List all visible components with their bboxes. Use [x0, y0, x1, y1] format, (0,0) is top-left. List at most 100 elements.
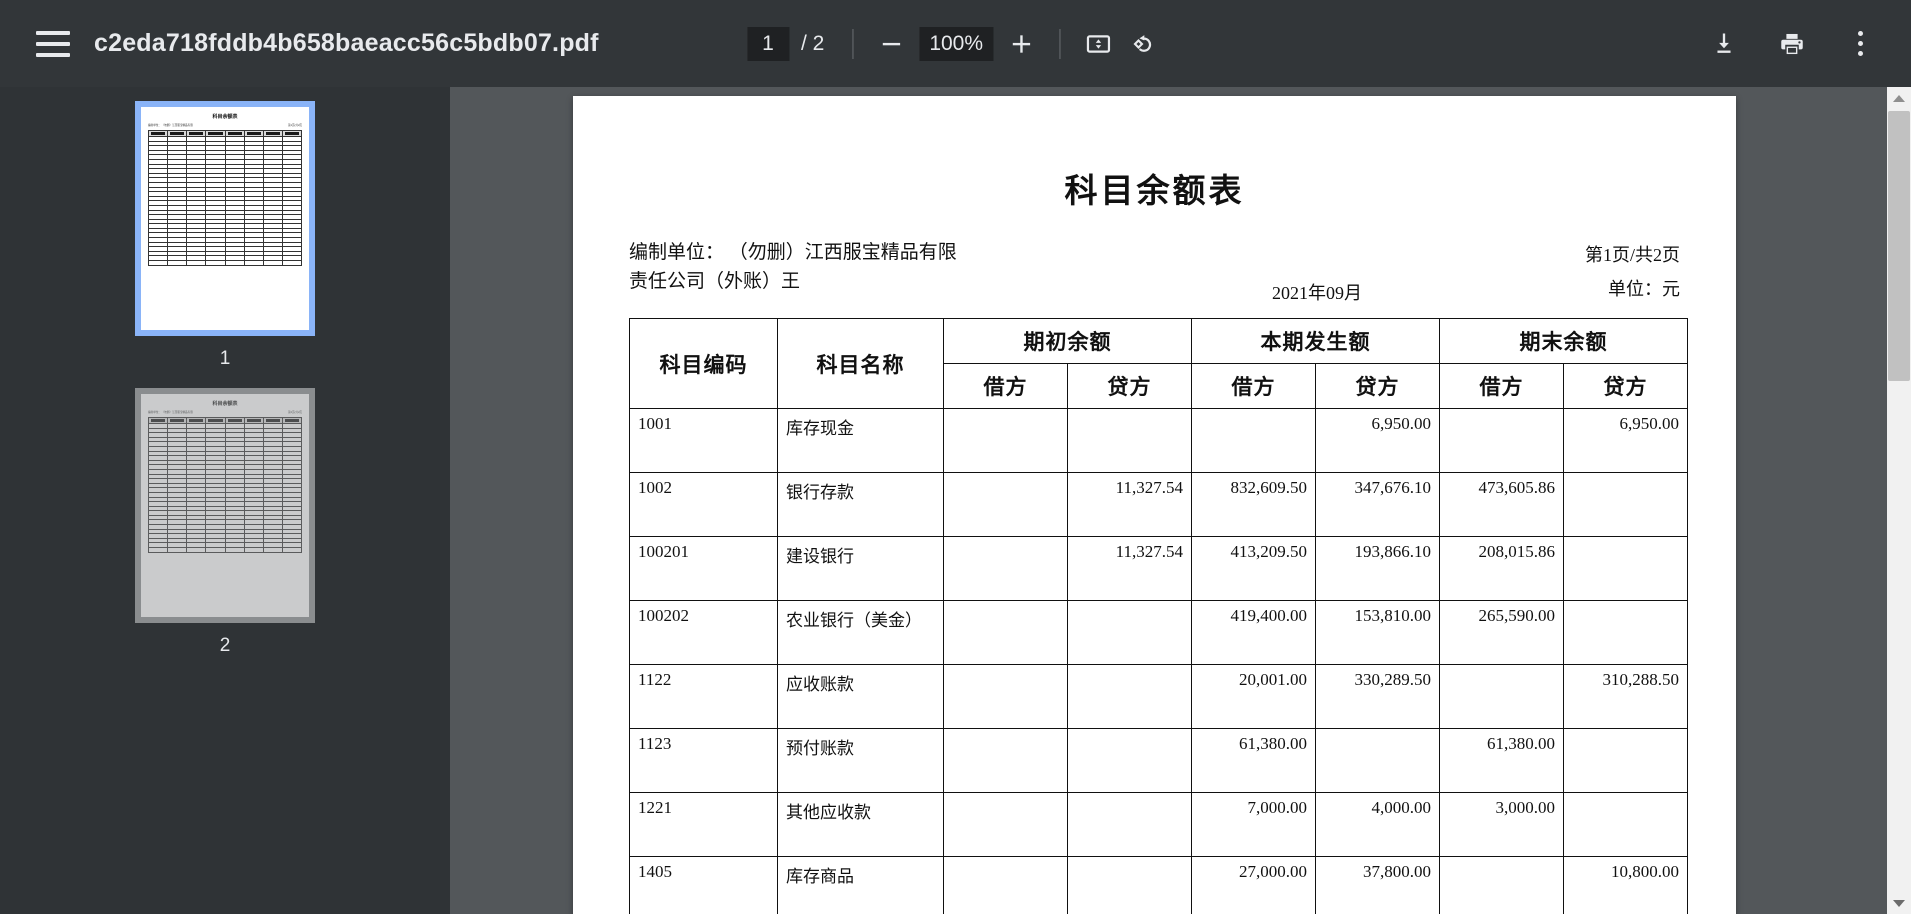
- mini-th: [281, 417, 303, 424]
- thumbnail-frame[interactable]: 科目余额表 编制单位： （勿删）江西服宝精品有限 第2页/共2页: [135, 388, 315, 623]
- toolbar-divider: [1059, 28, 1061, 59]
- mini-meta: 编制单位： （勿删）江西服宝精品有限 第2页/共2页: [141, 410, 309, 414]
- prepared-by-line1: 编制单位： （勿删）江西服宝精品有限: [629, 242, 957, 263]
- page-meta: 第1页/共2页 单位：元: [1585, 238, 1680, 306]
- mini-page-ind: 第2页/共2页: [288, 411, 302, 414]
- thumbnail-item-2[interactable]: 科目余额表 编制单位： （勿删）江西服宝精品有限 第2页/共2页: [0, 388, 450, 661]
- prepared-by-line2: 责任公司（外账）王: [629, 271, 801, 293]
- download-icon[interactable]: [1701, 21, 1747, 67]
- scrollbar-thumb[interactable]: [1888, 111, 1910, 381]
- table-header-row-1: 科目编码 科目名称 期初余额 本期发生额 期末余额: [629, 318, 1688, 410]
- page-zoom-controls: 1 / 2 100%: [746, 0, 1164, 87]
- cell-value: [943, 728, 1068, 794]
- cell-value: [943, 408, 1068, 474]
- mini-row: [147, 163, 303, 170]
- mini-row: [147, 260, 303, 266]
- cell-value: 61,380.00: [1439, 728, 1564, 794]
- cell-value: [1563, 792, 1688, 858]
- cell-value: 413,209.50: [1191, 536, 1316, 602]
- table-header-row-2: 借方 贷方 借方 贷方 借方 贷方: [630, 363, 1688, 410]
- cell-value: 3,000.00: [1439, 792, 1564, 858]
- cell-value: 6,950.00: [1315, 408, 1440, 474]
- vertical-scrollbar[interactable]: [1887, 87, 1911, 914]
- cell-code: 100201: [629, 536, 778, 602]
- cell-value: 473,605.86: [1439, 472, 1564, 538]
- zoom-in-button[interactable]: [999, 22, 1043, 66]
- thumbnail-item-1[interactable]: 科目余额表 编制单位： （勿删）江西服宝精品有限 第1页/共2页: [0, 101, 450, 374]
- pdf-viewer-area[interactable]: 科目余额表 编制单位： （勿删）江西服宝精品有限 责任公司（外账）王 2021年…: [450, 87, 1911, 914]
- table-head: 科目编码 科目名称 期初余额 本期发生额 期末余额 借方 贷方 借方 贷方 借方…: [629, 318, 1688, 410]
- table-row: 100201 建设银行 11,327.54 413,209.50 193,866.10 2…: [629, 536, 1688, 602]
- cell-value: 11,327.54: [1067, 536, 1192, 602]
- cell-value: [1315, 728, 1440, 794]
- mini-title: 科目余额表: [212, 401, 238, 407]
- mini-row: [147, 436, 303, 443]
- mini-row: [147, 491, 303, 498]
- th-sub-debit: 借方: [1191, 363, 1316, 410]
- document-title: c2eda718fddb4b658baeacc56c5bdb07.pdf: [94, 29, 599, 57]
- pdf-page-1: 科目余额表 编制单位： （勿删）江西服宝精品有限 责任公司（外账）王 2021年…: [573, 96, 1736, 914]
- scroll-down-arrow-icon[interactable]: [1887, 892, 1911, 914]
- th-group-period: 本期发生额: [1191, 318, 1440, 365]
- page-count-label: / 2: [800, 31, 825, 55]
- th-code: 科目编码: [629, 318, 778, 410]
- th-sub-debit: 借方: [943, 363, 1068, 410]
- mini-page-1: 科目余额表 编制单位： （勿删）江西服宝精品有限 第1页/共2页: [141, 113, 309, 266]
- mini-page-2: 科目余额表 编制单位： （勿删）江西服宝精品有限 第2页/共2页: [141, 400, 309, 553]
- mini-row: [147, 459, 303, 466]
- hamburger-icon[interactable]: [36, 30, 70, 57]
- cell-value: 27,000.00: [1191, 856, 1316, 914]
- kebab-dot: [1857, 41, 1863, 46]
- cell-value: [1067, 664, 1192, 730]
- kebab-dot: [1857, 51, 1863, 56]
- hamburger-bar: [36, 52, 70, 57]
- cell-value: [943, 856, 1068, 914]
- unit-label: 单位：元: [1607, 279, 1680, 300]
- period-label: 2021年09月: [1271, 283, 1362, 304]
- scroll-up-arrow-icon[interactable]: [1887, 87, 1911, 109]
- table-row: 1123 预付账款 61,380.00 61,380.00: [629, 728, 1688, 794]
- zoom-level-input[interactable]: 100%: [919, 26, 994, 61]
- zoom-out-button[interactable]: [869, 22, 913, 66]
- thumbnail-sidebar[interactable]: 科目余额表 编制单位： （勿删）江西服宝精品有限 第1页/共2页: [0, 87, 450, 914]
- cell-value: 419,400.00: [1191, 600, 1316, 666]
- cell-value: 347,676.10: [1315, 472, 1440, 538]
- cell-code: 1123: [629, 728, 778, 794]
- cell-value: [1563, 600, 1688, 666]
- print-icon[interactable]: [1769, 21, 1815, 67]
- cell-code: 100202: [629, 600, 778, 666]
- cell-value: 193,866.10: [1315, 536, 1440, 602]
- cell-code: 1122: [629, 664, 778, 730]
- cell-code: 1221: [629, 792, 778, 858]
- table-row: 1002 银行存款 11,327.54 832,609.50 347,676.10 473…: [629, 472, 1688, 538]
- mini-row: [147, 547, 303, 553]
- mini-table: [147, 417, 303, 553]
- cell-code: 1405: [629, 856, 778, 914]
- fit-to-page-icon[interactable]: [1076, 22, 1120, 66]
- mini-row: [147, 250, 303, 257]
- cell-value: [943, 536, 1068, 602]
- thumbnail-frame[interactable]: 科目余额表 编制单位： （勿删）江西服宝精品有限 第1页/共2页: [135, 101, 315, 336]
- th-sub-credit: 贷方: [1067, 363, 1192, 410]
- cell-value: 310,288.50: [1563, 664, 1688, 730]
- mini-page-ind: 第1页/共2页: [288, 124, 302, 127]
- table-row: 100202 农业银行（美金） 419,400.00 153,810.00 265,59…: [629, 600, 1688, 666]
- prepared-by: 编制单位： （勿删）江西服宝精品有限 责任公司（外账）王: [629, 238, 1049, 297]
- mini-table: [147, 130, 303, 266]
- cell-value: 37,800.00: [1315, 856, 1440, 914]
- page-number-input[interactable]: 1: [746, 26, 789, 61]
- cell-value: [1439, 408, 1564, 474]
- cell-value: 208,015.86: [1439, 536, 1564, 602]
- cell-value: [1563, 472, 1688, 538]
- cell-value: [1439, 664, 1564, 730]
- cell-value: 10,800.00: [1563, 856, 1688, 914]
- cell-value: [1067, 600, 1192, 666]
- cell-value: [943, 664, 1068, 730]
- rotate-counterclockwise-icon[interactable]: [1120, 22, 1164, 66]
- th-sub-debit: 借方: [1439, 363, 1564, 410]
- cell-name: 预付账款: [777, 728, 944, 794]
- mini-row: [147, 181, 303, 188]
- table-row: 1221 其他应收款 7,000.00 4,000.00 3,000.00: [629, 792, 1688, 858]
- more-vertical-icon[interactable]: [1837, 21, 1883, 67]
- cell-name: 其他应收款: [777, 792, 944, 858]
